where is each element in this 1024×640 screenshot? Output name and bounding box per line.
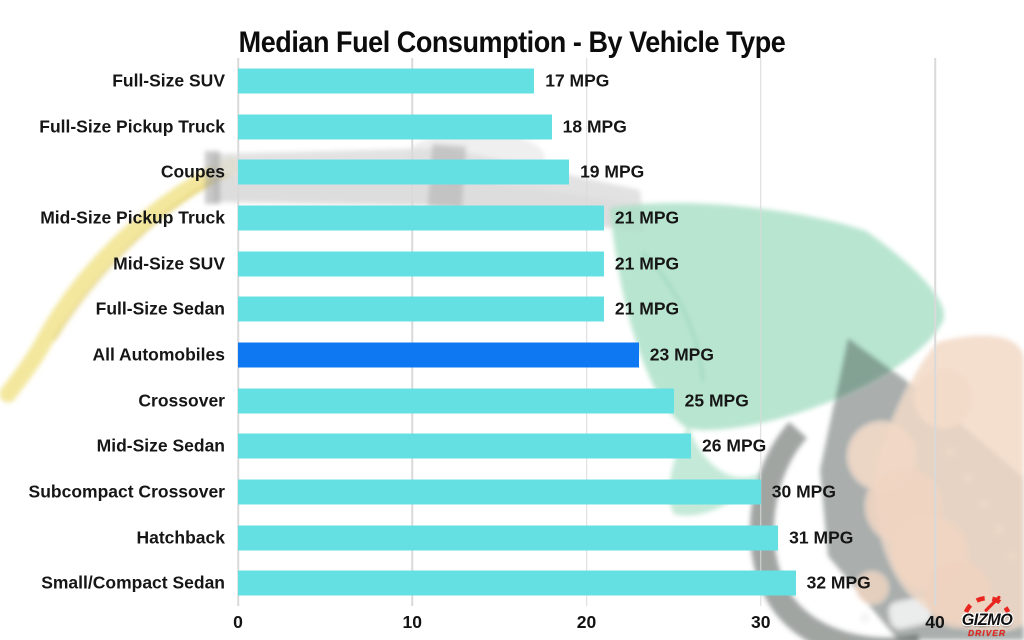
bar xyxy=(238,570,796,596)
bar-row: All Automobiles 23 MPG xyxy=(92,332,935,378)
x-tick-label: 10 xyxy=(402,612,422,632)
bar-row: Crossover 25 MPG xyxy=(138,378,935,424)
value-label: 26 MPG xyxy=(702,435,767,456)
x-tick-label: 20 xyxy=(576,612,597,632)
bar-row: Small/Compact Sedan 32 MPG xyxy=(41,560,935,606)
value-label: 32 MPG xyxy=(806,572,871,593)
gridline xyxy=(760,58,762,606)
gridline xyxy=(411,58,413,606)
trigger-guard xyxy=(750,421,919,640)
bar xyxy=(238,296,604,322)
category-label: Hatchback xyxy=(136,527,225,548)
category-label: Mid-Size Sedan xyxy=(96,435,225,456)
bar-row: Mid-Size Sedan 26 MPG xyxy=(97,423,935,469)
value-label: 23 MPG xyxy=(649,344,714,365)
speedometer-icon xyxy=(963,595,1011,613)
bar-row: Coupes 19 MPG xyxy=(161,149,935,195)
logo-sub-text: DRIVER xyxy=(967,628,1007,638)
category-label: Mid-Size SUV xyxy=(113,253,225,274)
bar-row: Hatchback 31 MPG xyxy=(136,515,935,561)
x-tick-label: 30 xyxy=(751,612,771,632)
x-tick-label: 40 xyxy=(925,612,945,632)
category-label: Full-Size SUV xyxy=(112,70,225,91)
bar-row: Full-Size Pickup Truck 18 MPG xyxy=(39,104,935,150)
value-label: 25 MPG xyxy=(684,390,749,411)
value-label: 21 MPG xyxy=(614,298,680,319)
gridline xyxy=(585,58,588,606)
bar-row: Mid-Size SUV 21 MPG xyxy=(113,241,935,287)
value-label: 21 MPG xyxy=(614,253,680,274)
category-label: Full-Size Pickup Truck xyxy=(39,116,225,136)
x-axis: 0 10 20 30 40 xyxy=(233,606,945,640)
category-label: Full-Size Sedan xyxy=(95,298,225,319)
bar-rows: Full-Size SUV 17 MPG Full-Size Pickup Tr… xyxy=(29,58,935,606)
category-label: Mid-Size Pickup Truck xyxy=(40,207,225,228)
bar-row: Mid-Size Pickup Truck 21 MPG xyxy=(40,195,935,241)
value-label: 18 MPG xyxy=(562,116,627,136)
gridlines xyxy=(237,58,936,606)
plot-area: Full-Size SUV 17 MPG Full-Size Pickup Tr… xyxy=(29,58,945,632)
bar xyxy=(238,114,552,139)
value-label: 21 MPG xyxy=(614,207,680,228)
value-label: 19 MPG xyxy=(580,161,645,182)
bar xyxy=(238,525,779,551)
logo-brand-text: GIZMO xyxy=(961,610,1013,629)
bar xyxy=(238,388,674,414)
bar-row: Full-Size Sedan 21 MPG xyxy=(96,286,935,332)
bar-row: Subcompact Crossover 30 MPG xyxy=(29,469,935,515)
bar-row: Full-Size SUV 17 MPG xyxy=(112,58,935,104)
value-label: 30 MPG xyxy=(771,481,836,502)
value-label: 31 MPG xyxy=(789,527,854,548)
x-tick-label: 0 xyxy=(233,612,243,632)
category-label: Coupes xyxy=(160,161,225,182)
bar xyxy=(238,433,692,459)
category-label: Small/Compact Sedan xyxy=(41,572,225,593)
bar xyxy=(238,479,761,505)
fuel-stream xyxy=(0,157,241,403)
gizmo-driver-logo: GIZMO DRIVER xyxy=(952,591,1022,638)
bar xyxy=(238,251,604,277)
category-label: Crossover xyxy=(138,390,225,411)
category-label: All Automobiles xyxy=(92,344,225,365)
bar xyxy=(238,342,639,368)
bar xyxy=(238,159,570,185)
category-label: Subcompact Crossover xyxy=(28,481,225,502)
gridline xyxy=(934,58,936,606)
bar xyxy=(238,68,535,94)
chart-title: Median Fuel Consumption - By Vehicle Typ… xyxy=(238,26,786,60)
gridline xyxy=(237,58,239,606)
bar xyxy=(238,205,604,231)
value-label: 17 MPG xyxy=(545,70,610,91)
